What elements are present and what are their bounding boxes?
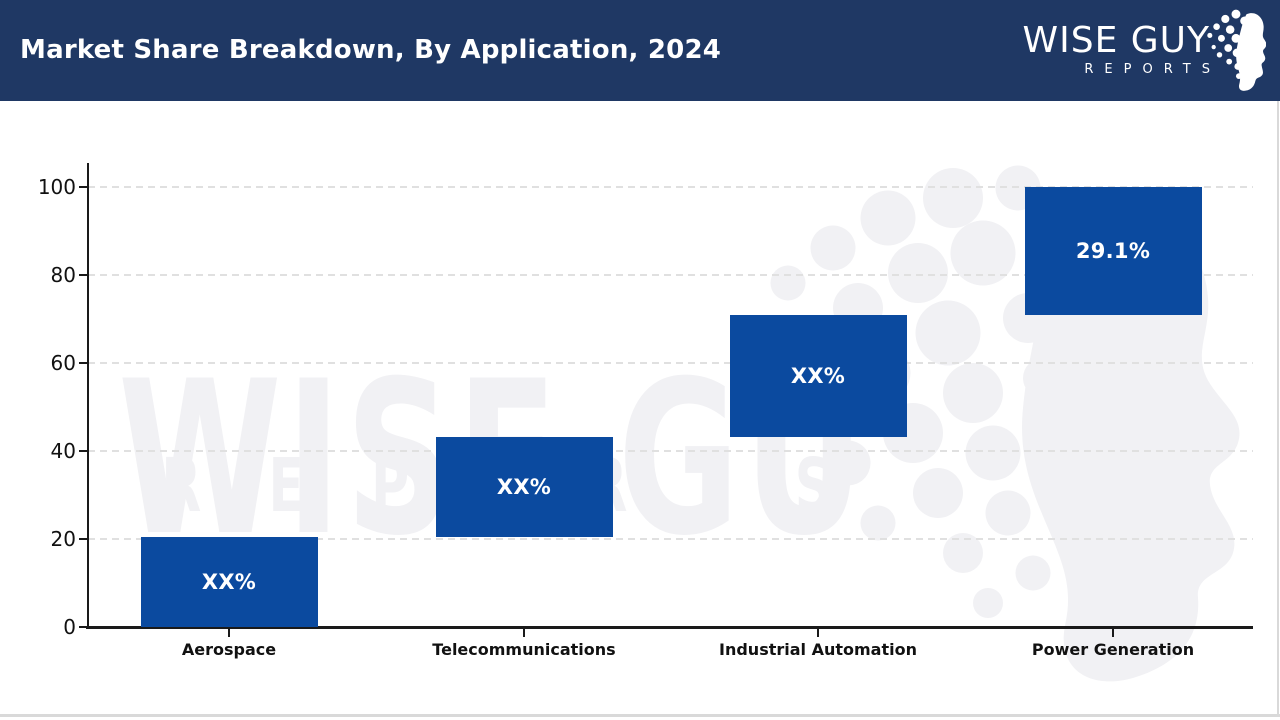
x-category-label: Industrial Automation <box>719 640 917 659</box>
bottom-border-line <box>0 714 1280 717</box>
bar-segment: XX% <box>729 315 907 438</box>
bar-value-label: 29.1% <box>1075 239 1151 264</box>
y-axis-tick <box>79 362 87 364</box>
x-axis-tick <box>817 629 819 637</box>
gridline <box>88 538 1253 540</box>
x-axis-line <box>86 626 1253 629</box>
y-axis-tick <box>79 186 87 188</box>
y-tick-label: 80 <box>50 263 76 287</box>
y-axis-tick <box>79 450 87 452</box>
gridline <box>88 274 1253 276</box>
gridline <box>88 362 1253 364</box>
logo-wiseguy-text: WISE GUY <box>1022 20 1210 62</box>
bar-segment: 29.1% <box>1024 187 1202 316</box>
x-axis-tick <box>523 629 525 637</box>
gridline <box>88 450 1253 452</box>
gridline <box>88 186 1253 188</box>
logo-head-dots-icon <box>1207 9 1266 91</box>
bar-value-label: XX% <box>790 364 846 389</box>
y-axis-tick <box>79 538 87 540</box>
x-category-label: Power Generation <box>1031 640 1195 659</box>
right-border-line <box>1277 101 1279 717</box>
header-bar: Market Share Breakdown, By Application, … <box>0 0 1280 101</box>
wiseguy-logo: WISE GUY REPORTS <box>1022 6 1266 92</box>
bar-value-label: XX% <box>201 570 257 595</box>
x-category-label: Aerospace <box>181 640 277 659</box>
y-tick-label: 20 <box>50 527 76 551</box>
bar-segment: XX% <box>435 437 613 538</box>
y-axis-tick <box>79 626 87 628</box>
y-tick-label: 60 <box>50 351 76 375</box>
x-axis-tick <box>1112 629 1114 637</box>
y-tick-label: 100 <box>37 175 76 199</box>
x-axis-tick <box>228 629 230 637</box>
x-category-label: Telecommunications <box>432 640 616 659</box>
chart-title: Market Share Breakdown, By Application, … <box>20 35 722 65</box>
bar-value-label: XX% <box>496 475 552 500</box>
y-axis-tick <box>79 274 87 276</box>
y-tick-label: 40 <box>50 439 76 463</box>
y-tick-label: 0 <box>63 615 76 639</box>
y-axis-line <box>87 163 89 629</box>
logo-reports-text: REPORTS <box>1084 61 1221 77</box>
bar-segment: XX% <box>140 537 318 627</box>
